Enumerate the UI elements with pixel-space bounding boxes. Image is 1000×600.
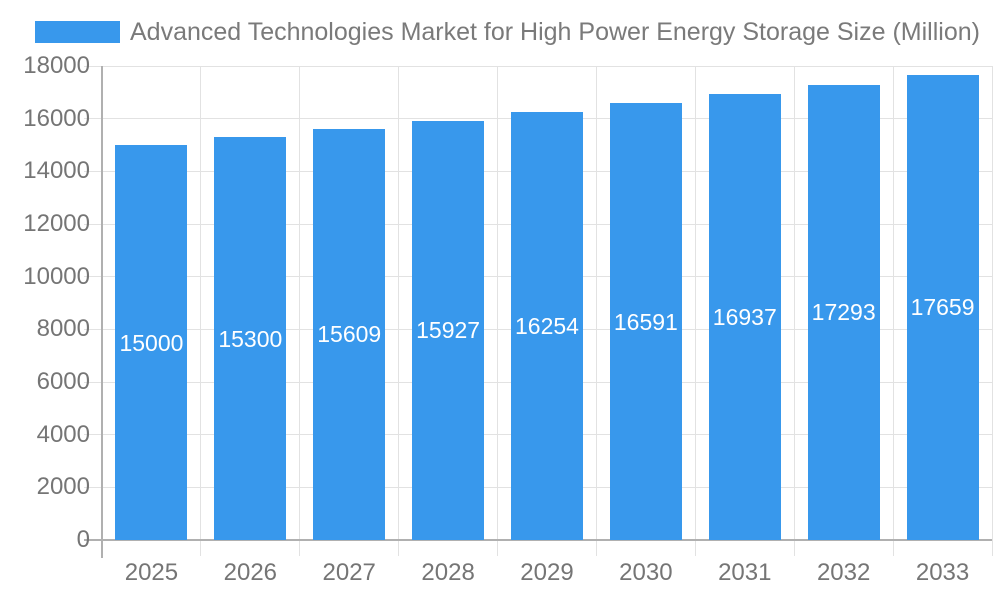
bar-value-label: 17293	[811, 299, 876, 326]
bar-2028[interactable]	[412, 120, 485, 540]
bar-2032[interactable]	[807, 84, 880, 540]
y-axis-tick-label: 4000	[36, 420, 90, 448]
bar-value-label: 16937	[712, 303, 777, 330]
bar-value-label: 15927	[416, 317, 481, 344]
y-axis-tick-label: 16000	[23, 104, 90, 132]
bar-2029[interactable]	[511, 111, 583, 540]
y-axis-tick-label: 0	[76, 526, 90, 553]
legend[interactable]: Advanced Technologies Market for High Po…	[35, 18, 980, 46]
y-axis-tick-label: 2000	[36, 473, 90, 501]
bar-value-label: 15300	[218, 325, 283, 352]
y-axis-tick-label: 18000	[23, 52, 90, 79]
x-gridline	[497, 66, 499, 556]
bar-2026[interactable]	[214, 137, 287, 540]
x-gridline	[892, 66, 894, 556]
x-axis-tick-label: 2029	[520, 559, 574, 586]
bar-value-label: 16591	[613, 308, 678, 335]
x-gridline	[299, 66, 301, 556]
x-axis-tick-label: 2025	[124, 559, 179, 586]
y-axis-tick-label: 6000	[36, 368, 90, 395]
x-gridline	[595, 66, 597, 556]
bar-2027[interactable]	[313, 128, 386, 540]
bar-value-label: 17659	[910, 294, 975, 321]
x-gridline	[991, 66, 993, 556]
y-axis-line	[100, 66, 103, 558]
x-axis-tick-label: 2031	[718, 559, 772, 586]
x-gridline	[200, 66, 202, 556]
bar-2033[interactable]	[906, 74, 979, 540]
bar-value-label: 16254	[515, 312, 579, 339]
bar-2031[interactable]	[708, 93, 781, 540]
x-axis-tick-label: 2030	[619, 559, 673, 586]
x-gridline	[398, 66, 400, 556]
bar-value-label: 15609	[317, 321, 382, 348]
y-axis-tick-label: 14000	[23, 157, 90, 185]
x-axis-tick-label: 2033	[915, 559, 970, 586]
y-axis-tick-label: 10000	[23, 262, 90, 290]
bar-value-label: 15000	[119, 329, 184, 356]
x-gridline	[793, 66, 795, 556]
x-axis-tick-label: 2032	[816, 559, 871, 586]
y-gridline	[84, 65, 992, 67]
x-axis-tick-label: 2027	[322, 559, 376, 586]
x-gridline	[694, 66, 696, 556]
x-axis-line	[84, 539, 992, 541]
legend-swatch	[35, 21, 120, 43]
bar-2030[interactable]	[609, 103, 682, 540]
bar-2025[interactable]	[115, 145, 188, 540]
chart-title: Advanced Technologies Market for High Po…	[130, 18, 980, 46]
x-axis-tick-label: 2026	[223, 559, 278, 586]
x-axis-tick-label: 2028	[421, 559, 475, 586]
y-axis-tick-label: 12000	[23, 210, 90, 237]
y-axis-tick-label: 8000	[36, 315, 90, 343]
